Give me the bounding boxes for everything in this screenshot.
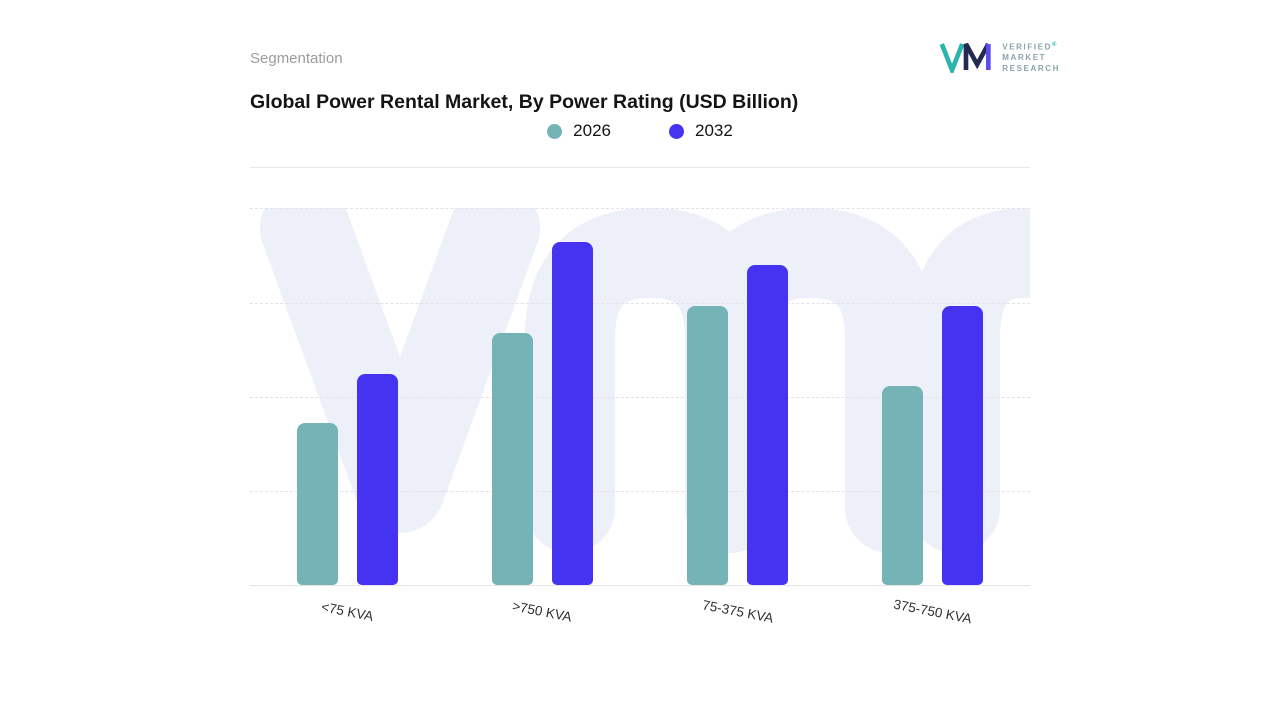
logo-line-3: RESEARCH	[1002, 63, 1060, 73]
bar-2032-375-750-kva	[942, 306, 983, 586]
x-axis-cell: >750 KVA	[445, 599, 640, 660]
vmr-logo-icon	[939, 42, 991, 74]
plot-area	[250, 208, 1030, 587]
legend-label-2026: 2026	[573, 121, 611, 141]
chart-title: Global Power Rental Market, By Power Rat…	[250, 91, 799, 114]
vmr-logo-text: VERIFIED® MARKET RESEARCH	[1002, 40, 1060, 74]
bar-group	[835, 208, 1030, 586]
legend-dot-2032	[669, 123, 684, 139]
logo-line-1: VERIFIED	[1002, 42, 1052, 52]
header: Segmentation VERIFIED® MARKET RESEARCH	[250, 0, 1058, 74]
bar-2026-75-375-kva	[687, 306, 728, 586]
gridline	[250, 302, 1030, 304]
chart-legend: 2026 2032	[250, 121, 1030, 141]
legend-item-2032: 2032	[669, 121, 733, 141]
bar-2026-75-kva	[297, 423, 338, 586]
legend-item-2026: 2026	[547, 121, 611, 141]
section-label: Segmentation	[250, 50, 343, 67]
x-axis-label: 75-375 KVA	[700, 597, 775, 627]
bar-group	[640, 208, 835, 586]
logo-line-2: MARKET	[1002, 53, 1047, 63]
gridline	[250, 208, 1030, 210]
x-axis-cell: 75-375 KVA	[640, 598, 835, 660]
registered-mark: ®	[1052, 42, 1057, 48]
x-axis-cell: <75 KVA	[250, 600, 445, 660]
bar-2026-375-750-kva	[882, 385, 923, 586]
x-axis-label: 375-750 KVA	[892, 596, 973, 627]
x-axis-labels: <75 KVA >750 KVA 75-375 KVA 375-750 KVA	[250, 597, 1030, 660]
x-axis-label: <75 KVA	[320, 599, 375, 625]
gridline	[250, 396, 1030, 398]
divider	[250, 167, 1030, 169]
vmr-logo: VERIFIED® MARKET RESEARCH	[939, 40, 1060, 74]
gridline	[250, 491, 1030, 493]
bar-group	[445, 208, 640, 586]
bar-groups	[250, 208, 1030, 586]
x-axis-label: >750 KVA	[511, 598, 574, 626]
bar-2032-75-kva	[357, 374, 398, 586]
x-axis-cell: 375-750 KVA	[835, 597, 1030, 660]
bar-2026-750-kva	[492, 332, 533, 586]
page: Segmentation VERIFIED® MARKET RESEARCH G…	[250, 0, 1058, 660]
bar-group	[250, 208, 445, 586]
bar-2032-75-375-kva	[747, 264, 788, 586]
legend-label-2032: 2032	[695, 121, 733, 141]
legend-dot-2026	[547, 123, 563, 139]
chart-area: <75 KVA >750 KVA 75-375 KVA 375-750 KVA	[250, 208, 1030, 660]
bar-2032-750-kva	[552, 242, 593, 586]
